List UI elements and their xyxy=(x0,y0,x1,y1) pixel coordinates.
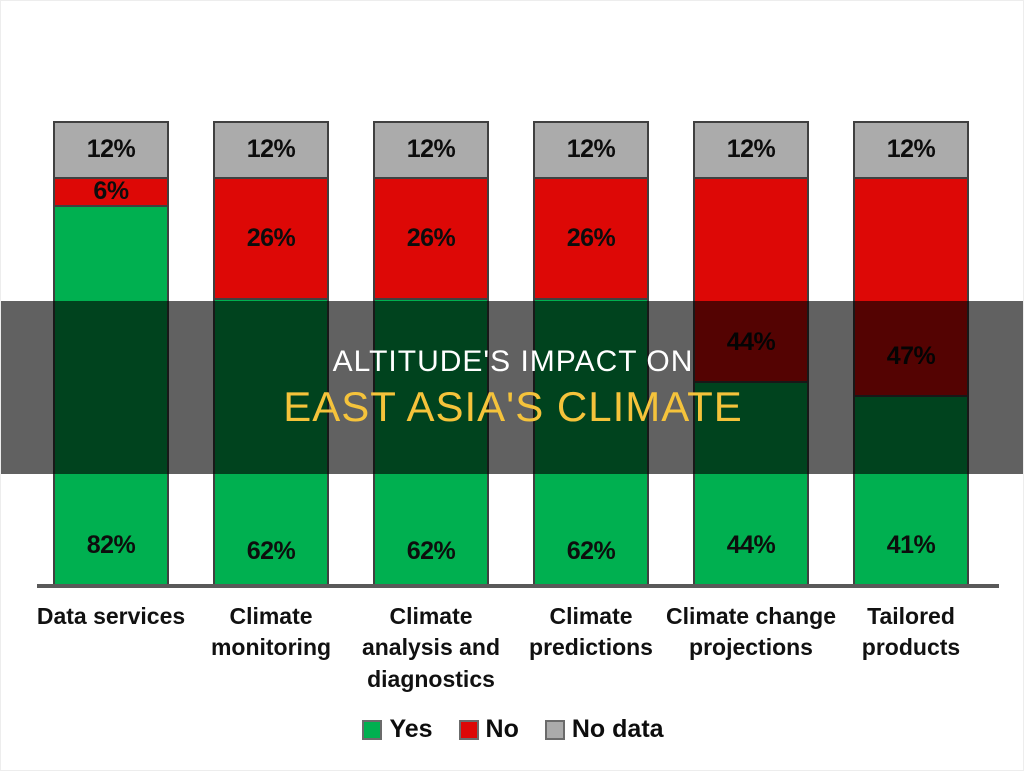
legend-item-no[interactable]: No xyxy=(458,715,519,743)
bar-segment-label: 12% xyxy=(886,135,936,164)
square-swatch-icon xyxy=(458,719,479,740)
bar-segment-no: 6% xyxy=(53,176,169,205)
bar-segment-label: 41% xyxy=(886,530,936,559)
bar-segment-label: 82% xyxy=(86,530,136,559)
bar-segment-label: 26% xyxy=(566,223,616,252)
bar-segment-no-data: 12% xyxy=(533,121,649,177)
title-overlay-banner: ALTITUDE'S IMPACT ON EAST ASIA'S CLIMATE xyxy=(1,301,1023,474)
overlay-title-line-2: EAST ASIA'S CLIMATE xyxy=(283,382,743,430)
chart-legend: Yes No No data xyxy=(1,715,1023,743)
square-swatch-icon xyxy=(362,719,383,740)
legend-item-yes[interactable]: Yes xyxy=(362,715,433,743)
bar-segment-label: 62% xyxy=(246,536,296,565)
bar-segment-label: 26% xyxy=(406,223,456,252)
bar-segment-no-data: 12% xyxy=(373,121,489,177)
bar-segment-label: 12% xyxy=(86,135,136,164)
bar-segment-no: 26% xyxy=(213,176,329,298)
legend-label: No data xyxy=(571,715,664,743)
bar-segment-label: 12% xyxy=(726,135,776,164)
overlay-title-line-1: ALTITUDE'S IMPACT ON xyxy=(332,344,694,378)
bar-segment-no-data: 12% xyxy=(213,121,329,177)
legend-label: Yes xyxy=(389,715,433,743)
bar-segment-label: 12% xyxy=(246,135,296,164)
legend-label: No xyxy=(485,715,519,743)
bar-segment-no-data: 12% xyxy=(693,121,809,177)
bar-segment-no: 26% xyxy=(533,176,649,298)
bar-segment-label: 62% xyxy=(566,536,616,565)
bar-segment-label: 12% xyxy=(406,135,456,164)
x-axis-label-climate-analysis: Climate analysis and diagnostics xyxy=(361,603,501,692)
x-axis-label-climate-predictions: Climate predictions xyxy=(529,603,653,661)
bar-segment-no-data: 12% xyxy=(53,121,169,177)
square-swatch-icon xyxy=(544,719,565,740)
bar-segment-label: 62% xyxy=(406,536,456,565)
bar-segment-label: 26% xyxy=(246,223,296,252)
x-axis-line xyxy=(37,584,999,588)
bar-segment-no-data: 12% xyxy=(853,121,969,177)
x-axis-label-data-services: Data services xyxy=(36,603,186,629)
bar-segment-label: 12% xyxy=(566,135,616,164)
x-axis-label-climate-monitoring: Climate monitoring xyxy=(210,603,332,661)
x-axis-label-tailored-products: Tailored products xyxy=(861,603,961,661)
legend-item-no-data[interactable]: No data xyxy=(544,715,664,743)
x-axis-label-climate-change-projections: Climate change projections xyxy=(666,603,836,661)
bar-segment-no: 26% xyxy=(373,176,489,298)
bar-segment-label: 44% xyxy=(726,530,776,559)
bar-segment-label: 6% xyxy=(93,177,129,205)
